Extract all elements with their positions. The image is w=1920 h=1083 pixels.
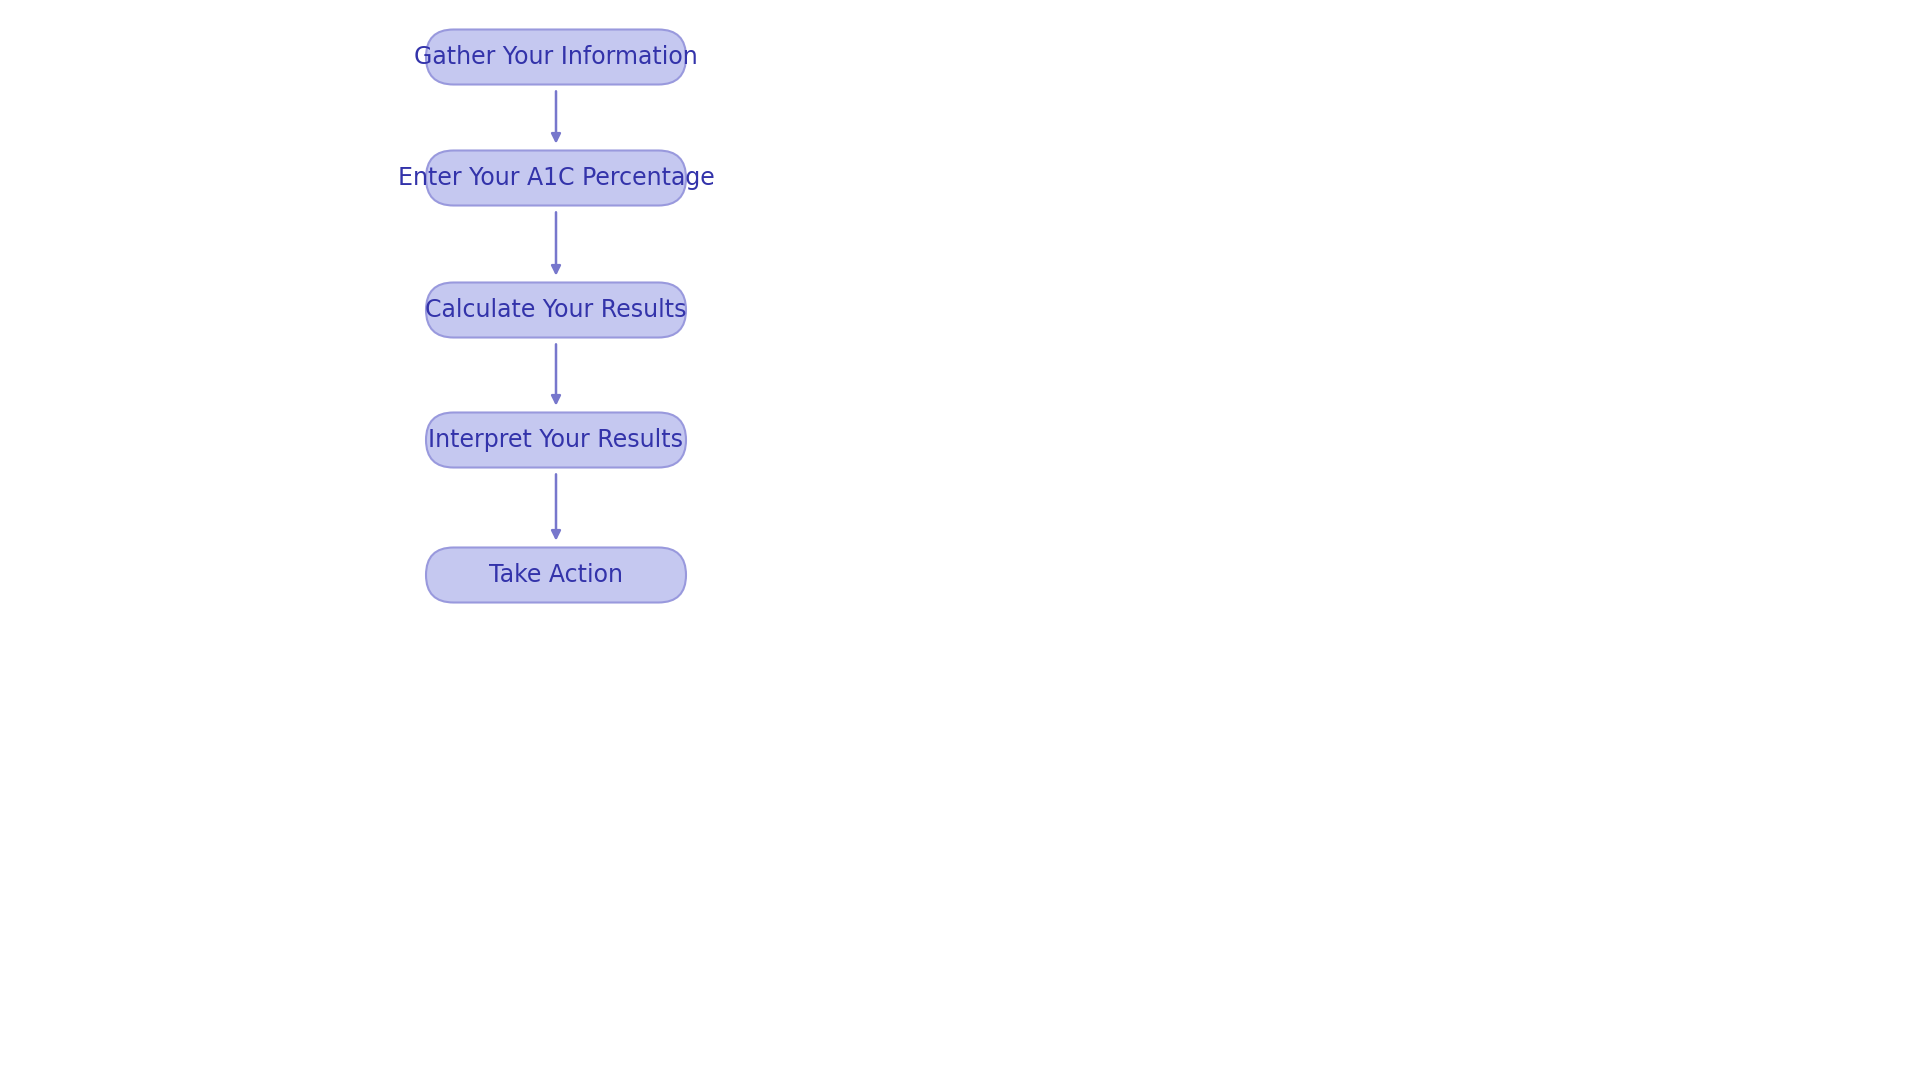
FancyBboxPatch shape	[426, 151, 685, 206]
Text: Take Action: Take Action	[490, 563, 622, 587]
FancyBboxPatch shape	[426, 413, 685, 468]
Text: Calculate Your Results: Calculate Your Results	[424, 298, 687, 322]
FancyBboxPatch shape	[426, 548, 685, 602]
FancyBboxPatch shape	[426, 283, 685, 338]
Text: Gather Your Information: Gather Your Information	[415, 45, 697, 69]
FancyBboxPatch shape	[426, 29, 685, 84]
Text: Interpret Your Results: Interpret Your Results	[428, 428, 684, 452]
Text: Enter Your A1C Percentage: Enter Your A1C Percentage	[397, 166, 714, 190]
